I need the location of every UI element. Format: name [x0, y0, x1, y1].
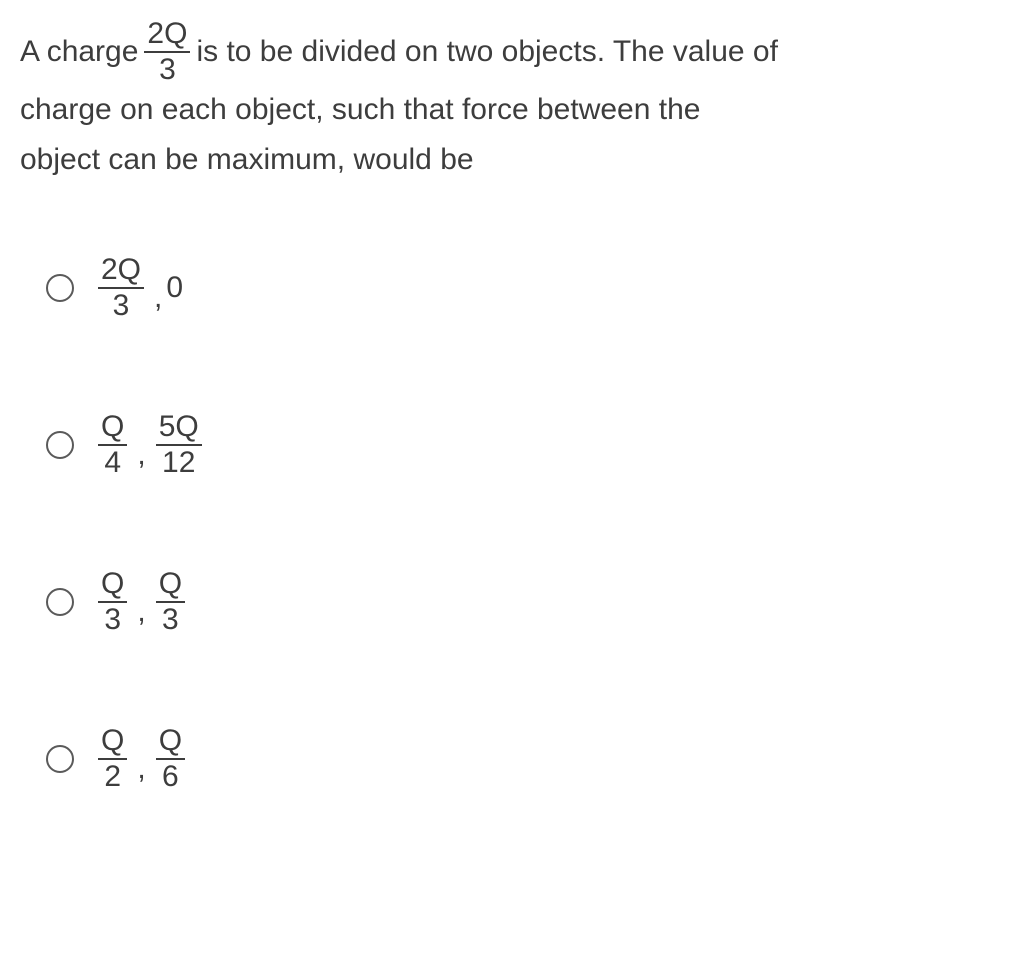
option-d[interactable]: Q 2 , Q 6	[46, 725, 1004, 792]
option-b[interactable]: Q 4 , 5Q 12	[46, 411, 1004, 478]
question-fraction: 2Q 3	[144, 18, 190, 85]
option-d-frac-1: Q 2	[98, 725, 127, 792]
radio-icon	[46, 431, 74, 459]
radio-icon	[46, 274, 74, 302]
frac-num: Q	[98, 568, 127, 603]
option-c[interactable]: Q 3 , Q 3	[46, 568, 1004, 635]
question-text-post: is to be divided on two objects. The val…	[196, 27, 777, 77]
option-b-body: Q 4 , 5Q 12	[92, 411, 208, 478]
question-text-line2: charge on each object, such that force b…	[20, 85, 1004, 135]
options-list: 2Q 3 , 0 Q 4 , 5Q 12 Q 3 ,	[20, 254, 1004, 792]
frac-num: Q	[98, 411, 127, 446]
question-fraction-den: 3	[159, 53, 176, 86]
option-a-value-2: 0	[166, 271, 183, 305]
frac-num: Q	[156, 568, 185, 603]
option-a-frac-1: 2Q 3	[98, 254, 144, 321]
option-b-frac-2: 5Q 12	[156, 411, 202, 478]
option-d-body: Q 2 , Q 6	[92, 725, 191, 792]
question-fraction-num: 2Q	[144, 18, 190, 53]
comma: ,	[137, 752, 145, 792]
question-stem: A charge 2Q 3 is to be divided on two ob…	[20, 18, 1004, 184]
option-c-frac-2: Q 3	[156, 568, 185, 635]
option-d-frac-2: Q 6	[156, 725, 185, 792]
option-a[interactable]: 2Q 3 , 0	[46, 254, 1004, 321]
frac-num: 2Q	[98, 254, 144, 289]
frac-num: 5Q	[156, 411, 202, 446]
comma: ,	[137, 595, 145, 635]
option-c-body: Q 3 , Q 3	[92, 568, 191, 635]
frac-num: Q	[156, 725, 185, 760]
radio-icon	[46, 745, 74, 773]
frac-den: 6	[162, 760, 179, 793]
comma: ,	[154, 281, 162, 321]
frac-den: 3	[162, 603, 179, 636]
option-a-body: 2Q 3 , 0	[92, 254, 183, 321]
frac-num: Q	[98, 725, 127, 760]
question-text-line3: object can be maximum, would be	[20, 135, 1004, 185]
comma: ,	[137, 438, 145, 478]
frac-den: 2	[104, 760, 121, 793]
option-c-frac-1: Q 3	[98, 568, 127, 635]
radio-icon	[46, 588, 74, 616]
frac-den: 12	[162, 446, 195, 479]
option-b-frac-1: Q 4	[98, 411, 127, 478]
frac-den: 3	[104, 603, 121, 636]
question-text-pre: A charge	[20, 27, 138, 77]
frac-den: 3	[113, 289, 130, 322]
frac-den: 4	[104, 446, 121, 479]
